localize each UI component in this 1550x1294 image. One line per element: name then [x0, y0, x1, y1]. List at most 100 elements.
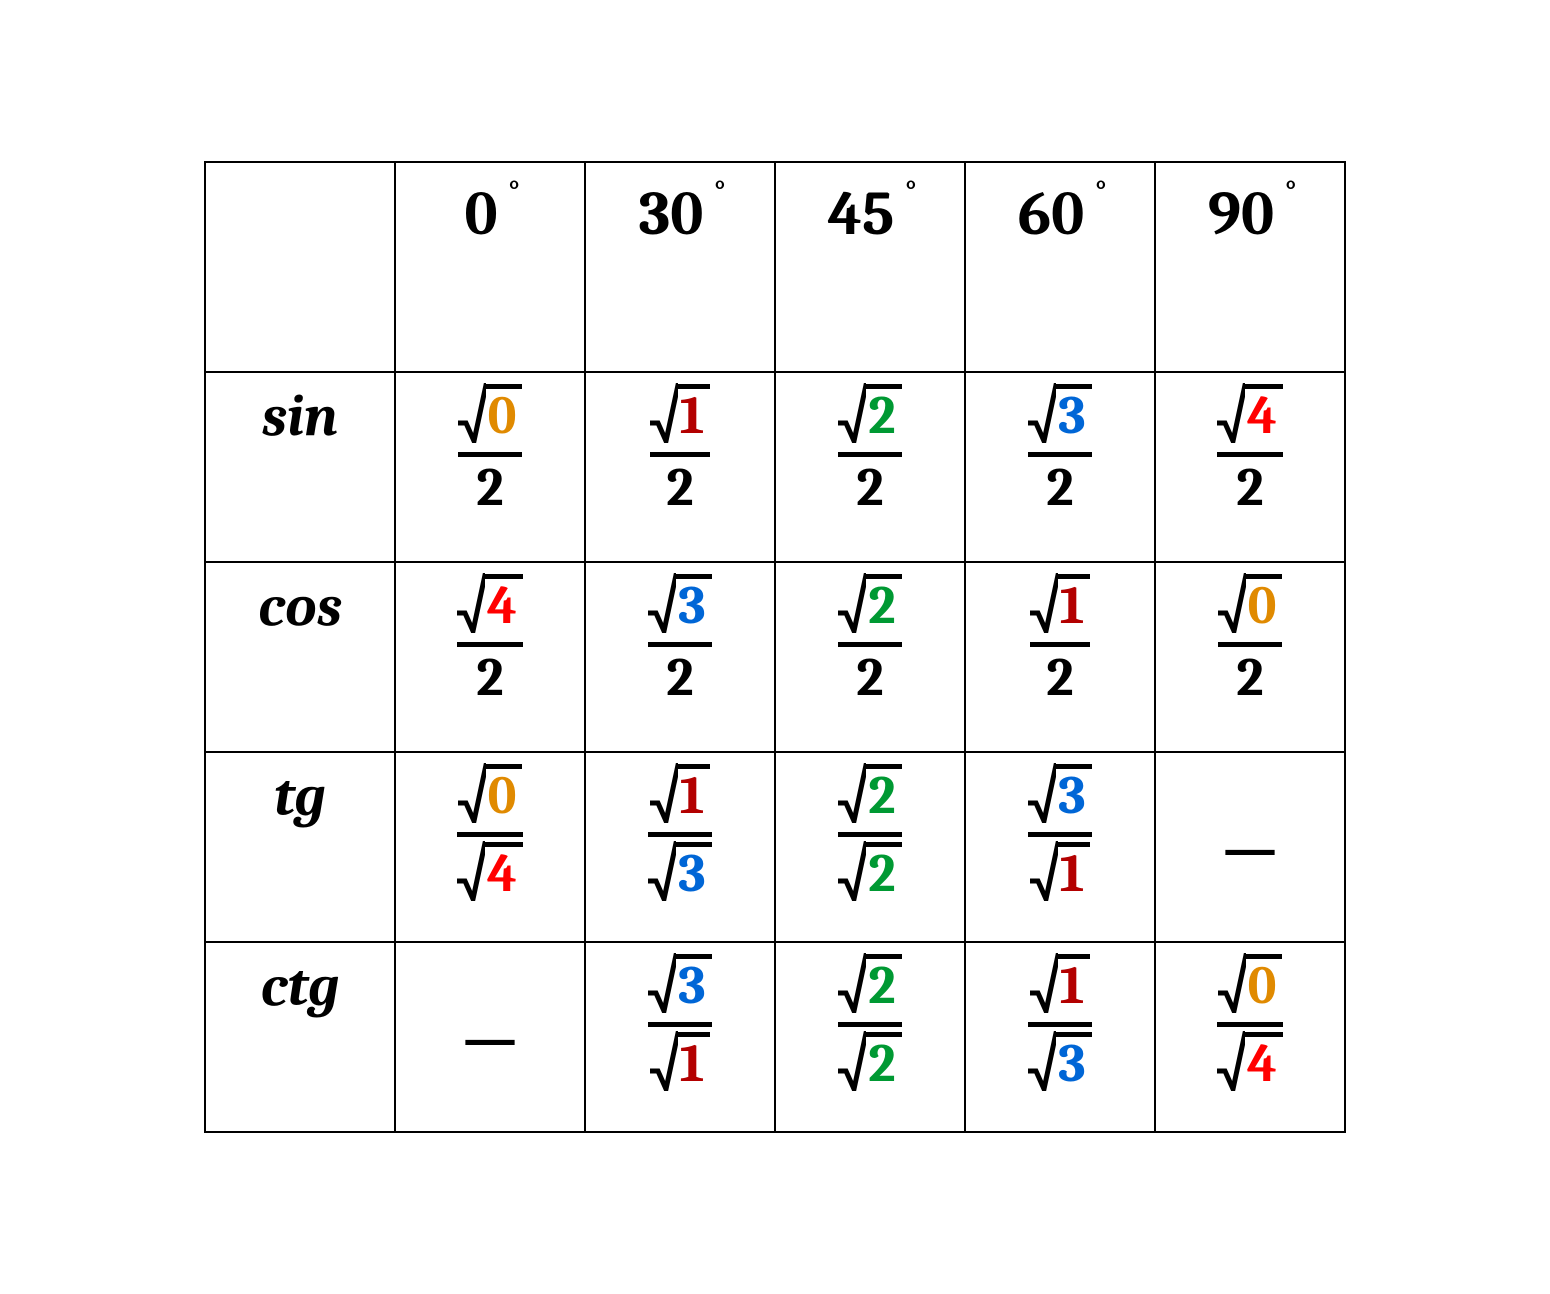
radicand: 1	[1056, 574, 1091, 633]
radicand: 1	[676, 764, 711, 823]
cell-sin-0: 02	[395, 372, 585, 562]
fraction-bar	[648, 1022, 711, 1027]
numerator: 1	[1030, 953, 1091, 1016]
radicand: 4	[1243, 384, 1283, 443]
fraction: 22	[838, 573, 901, 705]
radicand: 3	[1054, 764, 1091, 823]
cell-sin-30: 12	[585, 372, 775, 562]
numerator: 4	[1217, 383, 1283, 446]
sqrt: 3	[648, 953, 711, 1013]
radical-icon	[458, 383, 486, 443]
fraction: 12	[650, 383, 711, 515]
numerator: 2	[838, 953, 901, 1016]
fraction: 31	[1028, 763, 1091, 904]
denominator-value: 2	[666, 646, 693, 709]
sqrt: 1	[1030, 841, 1091, 901]
radical-icon	[1030, 573, 1058, 633]
cell-sin-45: 22	[775, 372, 965, 562]
sqrt: 3	[648, 573, 711, 633]
sqrt: 0	[1218, 573, 1283, 633]
fraction: 04	[1217, 953, 1283, 1094]
denominator-value: 2	[1236, 646, 1263, 709]
radical-icon	[1217, 1031, 1245, 1091]
degree-symbol: °	[1096, 177, 1107, 205]
radicand: 2	[864, 764, 901, 823]
radical-icon	[1028, 1031, 1056, 1091]
radicand: 4	[483, 842, 523, 901]
fraction-bar	[1217, 1022, 1283, 1027]
row-sin: sin 02 12 22 32 42	[205, 372, 1345, 562]
cell-ctg-90: 04	[1155, 942, 1345, 1132]
denominator: 2	[666, 651, 693, 705]
angle-header-90: 90°	[1155, 162, 1345, 372]
radical-icon	[1218, 953, 1246, 1013]
denominator: 2	[476, 651, 503, 705]
sqrt: 4	[1217, 1031, 1283, 1091]
sqrt: 0	[1218, 953, 1283, 1013]
radical-icon	[457, 841, 485, 901]
degree-symbol: °	[715, 177, 726, 205]
numerator: 0	[458, 383, 523, 446]
denominator-value: 2	[476, 456, 503, 519]
numerator: 1	[650, 383, 711, 446]
denominator: 1	[1030, 841, 1091, 904]
fraction: 04	[457, 763, 523, 904]
sqrt: 1	[650, 763, 711, 823]
radical-icon	[650, 1031, 678, 1091]
degree-symbol: °	[906, 177, 917, 205]
denominator: 3	[1028, 1031, 1091, 1094]
radical-icon	[1218, 573, 1246, 633]
denominator: 3	[648, 841, 711, 904]
fraction: 02	[1218, 573, 1283, 705]
radicand: 2	[864, 954, 901, 1013]
cell-tg-60: 31	[965, 752, 1155, 942]
fraction: 13	[1028, 953, 1091, 1094]
denominator-value: 2	[476, 646, 503, 709]
radicand: 4	[483, 574, 523, 633]
radicand: 1	[1056, 842, 1091, 901]
undefined-dash: —	[463, 953, 517, 1067]
angle-header-30: 30°	[585, 162, 775, 372]
denominator-value: 2	[1046, 456, 1073, 519]
cell-tg-0: 04	[395, 752, 585, 942]
radicand: 3	[1054, 1032, 1091, 1091]
sqrt: 2	[838, 1031, 901, 1091]
denominator: 2	[856, 461, 883, 515]
sqrt: 2	[838, 953, 901, 1013]
cell-sin-60: 32	[965, 372, 1155, 562]
row-label-tg: tg	[205, 752, 395, 942]
radical-icon	[838, 1031, 866, 1091]
radicand: 2	[864, 574, 901, 633]
cell-ctg-30: 31	[585, 942, 775, 1132]
fraction-bar	[457, 832, 523, 837]
degree-symbol: °	[1285, 177, 1296, 205]
denominator-value: 2	[666, 456, 693, 519]
fraction-bar	[648, 832, 711, 837]
denominator: 2	[1236, 461, 1263, 515]
numerator: 0	[458, 763, 523, 826]
sqrt: 3	[648, 841, 711, 901]
fraction: 22	[838, 383, 901, 515]
numerator: 2	[838, 573, 901, 636]
row-label-sin: sin	[205, 372, 395, 562]
radical-icon	[458, 763, 486, 823]
denominator: 2	[1046, 651, 1073, 705]
trig-values-table: 0° 30° 45° 60° 90° sin 02 12 22 32 42 co…	[204, 161, 1346, 1133]
sqrt: 3	[1028, 1031, 1091, 1091]
radicand: 1	[676, 1032, 711, 1091]
sqrt: 0	[458, 383, 523, 443]
degree-symbol: °	[509, 177, 520, 205]
fraction: 02	[458, 383, 523, 515]
cell-cos-0: 42	[395, 562, 585, 752]
angle-header-45: 45°	[775, 162, 965, 372]
fraction-bar	[838, 1022, 901, 1027]
angle-value: 60	[1018, 178, 1084, 250]
radicand: 3	[674, 574, 711, 633]
numerator: 2	[838, 763, 901, 826]
sqrt: 4	[457, 841, 523, 901]
radicand: 0	[484, 384, 523, 443]
numerator: 3	[1028, 383, 1091, 446]
cell-cos-45: 22	[775, 562, 965, 752]
radicand: 3	[674, 842, 711, 901]
fraction: 12	[1030, 573, 1091, 705]
